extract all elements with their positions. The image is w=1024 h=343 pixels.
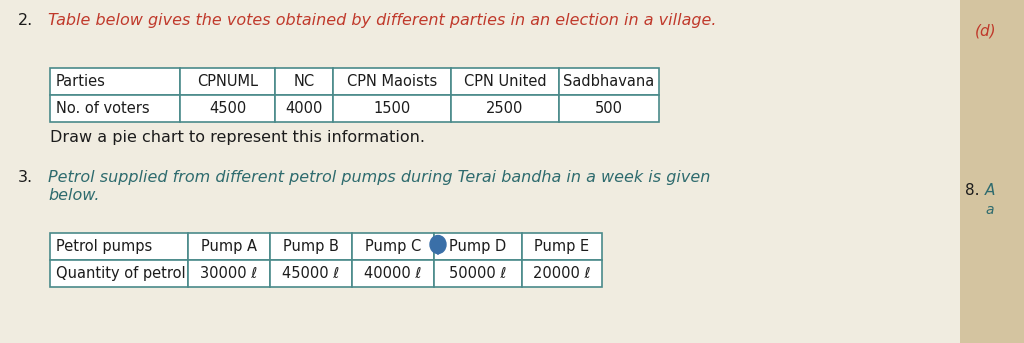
Text: a: a xyxy=(985,203,993,217)
Text: Draw a pie chart to represent this information.: Draw a pie chart to represent this infor… xyxy=(50,130,425,145)
Text: 3.: 3. xyxy=(18,170,33,185)
Text: 2.: 2. xyxy=(18,13,33,28)
Text: Pump E: Pump E xyxy=(535,239,590,254)
Text: Petrol pumps: Petrol pumps xyxy=(56,239,153,254)
Text: 2500: 2500 xyxy=(486,101,523,116)
Bar xyxy=(522,260,602,287)
Bar xyxy=(333,68,451,95)
Bar xyxy=(451,68,559,95)
Bar xyxy=(434,260,522,287)
Text: NC: NC xyxy=(294,74,314,89)
Bar xyxy=(559,68,659,95)
Text: No. of voters: No. of voters xyxy=(56,101,150,116)
Bar xyxy=(180,68,275,95)
Text: 4000: 4000 xyxy=(286,101,323,116)
Text: Quantity of petrol: Quantity of petrol xyxy=(56,266,185,281)
Bar xyxy=(50,233,188,260)
Bar xyxy=(451,95,559,122)
Text: 4500: 4500 xyxy=(209,101,246,116)
Text: Pump A: Pump A xyxy=(201,239,257,254)
Text: 40000 ℓ: 40000 ℓ xyxy=(365,266,422,281)
Bar xyxy=(434,233,522,260)
Bar xyxy=(961,0,1024,343)
Text: Petrol supplied from different petrol pumps during Terai bandha in a week is giv: Petrol supplied from different petrol pu… xyxy=(48,170,711,185)
Bar xyxy=(180,95,275,122)
Text: CPN Maoists: CPN Maoists xyxy=(347,74,437,89)
Text: Pump C: Pump C xyxy=(365,239,421,254)
Bar xyxy=(50,260,188,287)
Bar xyxy=(50,68,180,95)
Text: Pump B: Pump B xyxy=(283,239,339,254)
Text: 20000 ℓ: 20000 ℓ xyxy=(534,266,591,281)
Bar xyxy=(352,233,434,260)
Ellipse shape xyxy=(430,236,446,253)
Polygon shape xyxy=(433,245,443,255)
Text: Parties: Parties xyxy=(56,74,105,89)
Bar xyxy=(352,260,434,287)
Text: Sadbhavana: Sadbhavana xyxy=(563,74,654,89)
Text: A: A xyxy=(985,183,995,198)
Bar xyxy=(522,233,602,260)
Text: (d): (d) xyxy=(975,23,996,38)
Bar xyxy=(559,95,659,122)
Text: 500: 500 xyxy=(595,101,623,116)
Bar xyxy=(270,260,352,287)
Text: Table below gives the votes obtained by different parties in an election in a vi: Table below gives the votes obtained by … xyxy=(48,13,717,28)
Text: CPN United: CPN United xyxy=(464,74,547,89)
Bar xyxy=(275,95,333,122)
Text: CPNUML: CPNUML xyxy=(197,74,258,89)
Text: 30000 ℓ: 30000 ℓ xyxy=(201,266,258,281)
Text: 1500: 1500 xyxy=(374,101,411,116)
Text: 45000 ℓ: 45000 ℓ xyxy=(283,266,340,281)
Bar xyxy=(50,95,180,122)
Text: Pump D: Pump D xyxy=(450,239,507,254)
Bar xyxy=(333,95,451,122)
Text: 50000 ℓ: 50000 ℓ xyxy=(450,266,507,281)
Bar xyxy=(188,233,270,260)
Bar xyxy=(188,260,270,287)
Text: 8.: 8. xyxy=(965,183,980,198)
Bar xyxy=(270,233,352,260)
Bar xyxy=(275,68,333,95)
Text: below.: below. xyxy=(48,188,99,203)
